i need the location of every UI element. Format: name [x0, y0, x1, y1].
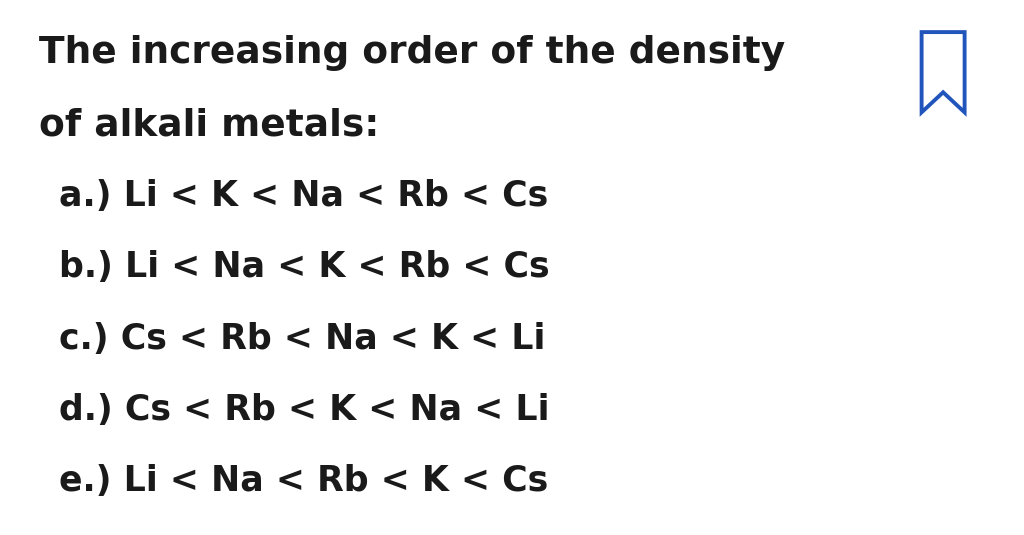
Text: d.) Cs < Rb < K < Na < Li: d.) Cs < Rb < K < Na < Li — [59, 393, 550, 427]
Text: b.) Li < Na < K < Rb < Cs: b.) Li < Na < K < Rb < Cs — [59, 250, 550, 285]
Text: e.) Li < Na < Rb < K < Cs: e.) Li < Na < Rb < K < Cs — [59, 464, 549, 498]
Text: of alkali metals:: of alkali metals: — [39, 107, 379, 143]
Text: c.) Cs < Rb < Na < K < Li: c.) Cs < Rb < Na < K < Li — [59, 322, 546, 356]
Text: The increasing order of the density: The increasing order of the density — [39, 35, 785, 71]
Text: a.) Li < K < Na < Rb < Cs: a.) Li < K < Na < Rb < Cs — [59, 179, 549, 213]
